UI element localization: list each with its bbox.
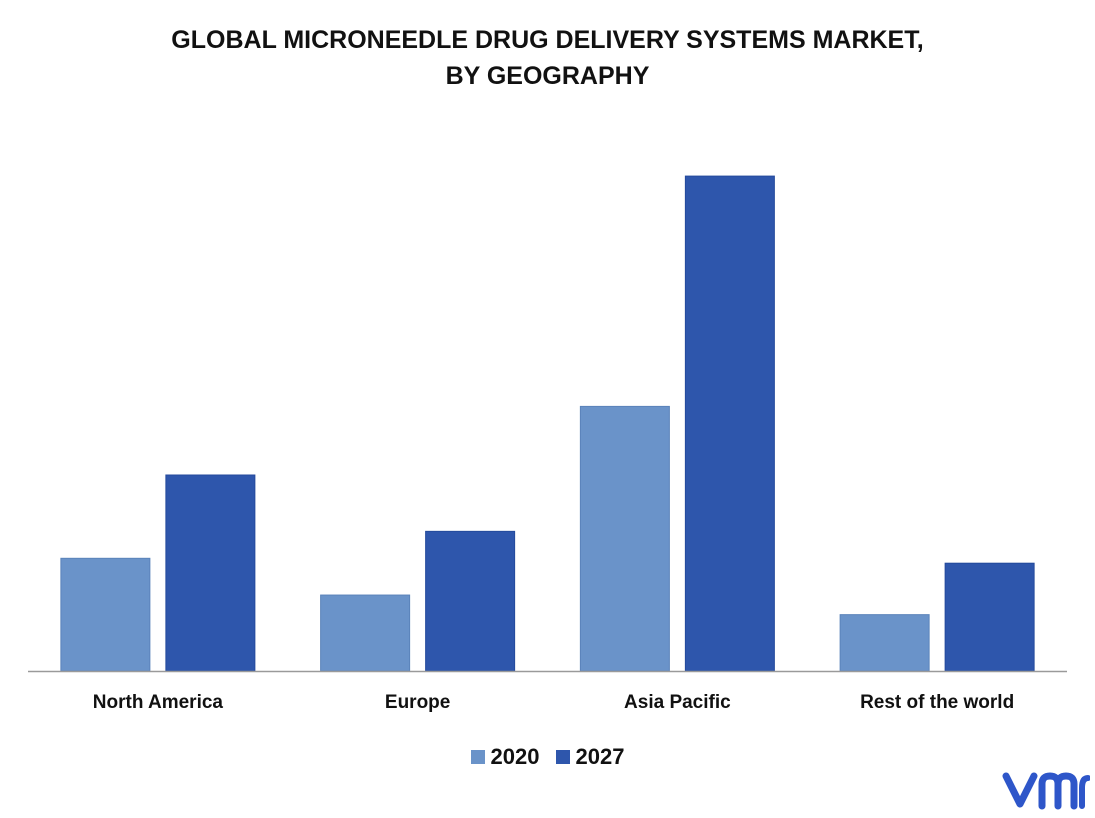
chart-legend: 2020 2027 [0,744,1095,770]
bar-north-america-2027 [165,474,256,672]
bar-north-america-2020 [60,557,151,672]
bar-asia-pacific-2020 [579,405,670,672]
chart-title-line-2: BY GEOGRAPHY [445,62,650,90]
x-tick-label-europe: Europe [385,692,450,713]
legend-label-2027: 2027 [575,744,625,769]
bar-rest-of-the-world-2027 [944,562,1035,672]
vmr-logo [1002,772,1090,810]
legend-swatch-2027 [555,750,570,764]
x-tick-label-north-america: North America [93,692,224,713]
chart-title: GLOBAL MICRONEEDLE DRUG DELIVERY SYSTEMS… [0,22,1095,94]
legend-item-2020: 2020 [470,744,540,770]
x-tick-label-rest-of-the-world: Rest of the world [860,692,1014,713]
bar-europe-2027 [425,530,516,672]
bar-europe-2020 [320,594,411,672]
legend-label-2020: 2020 [490,744,540,769]
bar-rest-of-the-world-2020 [839,614,930,672]
legend-swatch-2020 [470,750,485,764]
chart-title-line-1: GLOBAL MICRONEEDLE DRUG DELIVERY SYSTEMS… [171,26,924,54]
bar-asia-pacific-2027 [684,175,775,672]
x-tick-label-asia-pacific: Asia Pacific [624,692,731,713]
legend-item-2027: 2027 [555,744,625,770]
